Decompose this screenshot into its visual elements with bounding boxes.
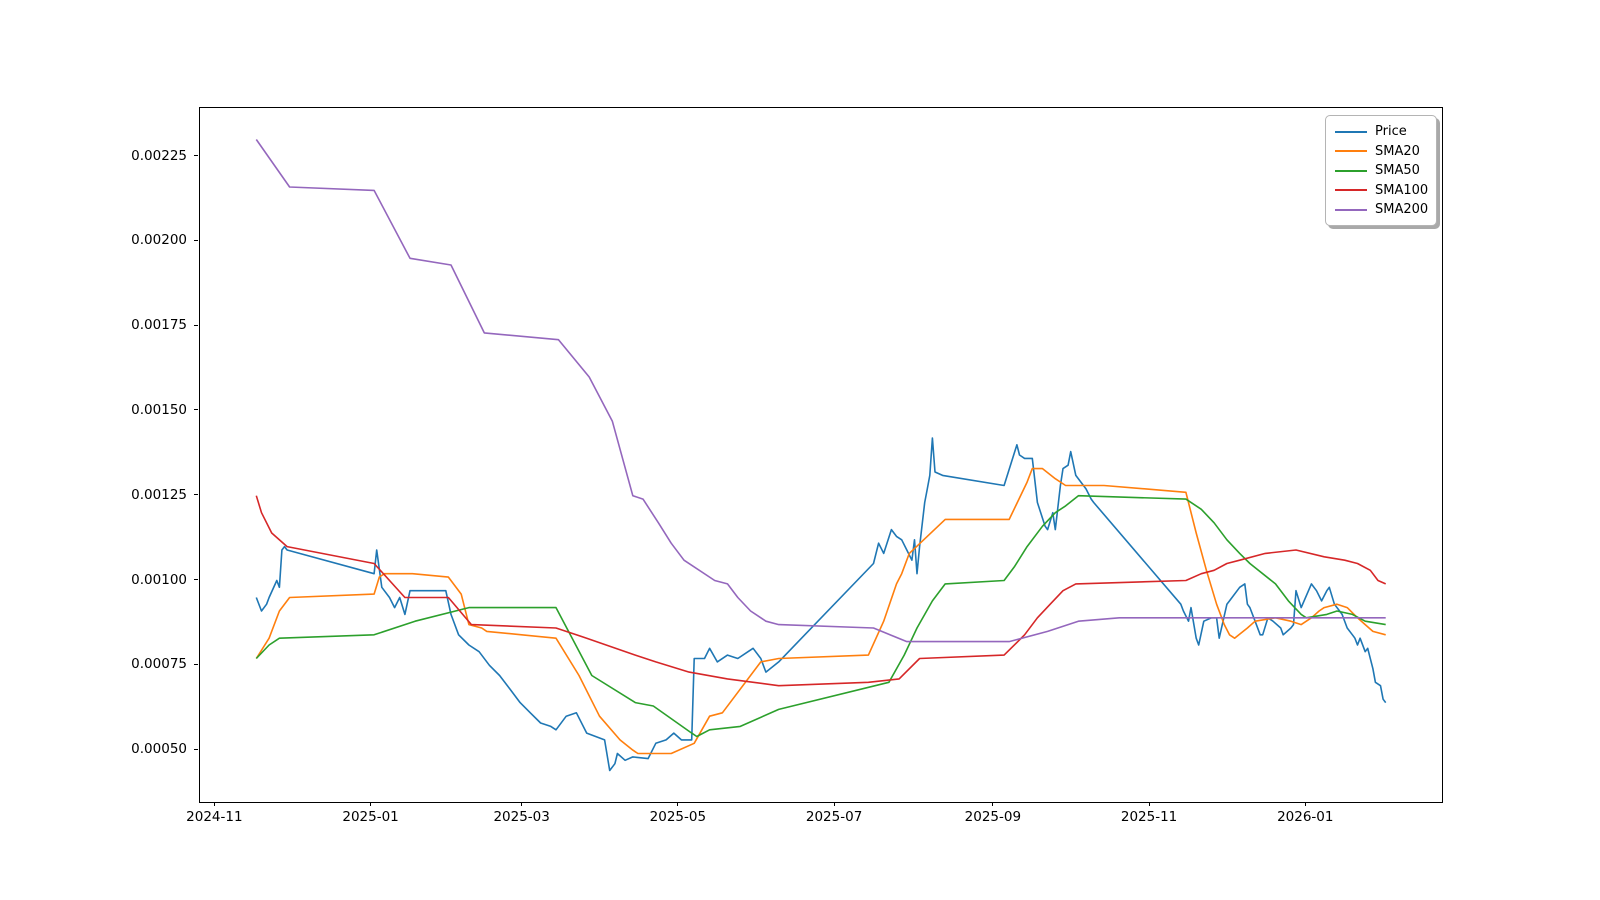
legend-line-sample xyxy=(1335,189,1367,192)
series-line-sma100 xyxy=(255,495,1387,687)
x-tick-label: 2025-11 xyxy=(1120,809,1178,825)
x-tick-mark xyxy=(370,802,372,806)
x-tick-label: 2026-01 xyxy=(1277,809,1334,825)
x-tick-mark xyxy=(677,802,679,806)
x-tick-mark xyxy=(1148,802,1150,806)
legend-row-sma50: SMA50 xyxy=(1335,161,1427,181)
y-tick-label: 0.00075 xyxy=(131,656,187,673)
x-tick-label: 2024-11 xyxy=(186,809,243,825)
series-line-price xyxy=(255,437,1387,772)
series-line-sma200 xyxy=(255,139,1386,643)
legend-line-sample xyxy=(1335,150,1367,153)
y-tick-mark xyxy=(194,155,198,156)
series-line-sma20 xyxy=(255,467,1386,755)
plot-area xyxy=(199,107,1443,803)
legend-line-sample xyxy=(1335,130,1367,133)
series-line-sma50 xyxy=(255,494,1386,738)
legend-label: SMA100 xyxy=(1375,182,1429,198)
y-tick-mark xyxy=(194,748,198,750)
y-tick-mark xyxy=(194,494,198,496)
x-tick-label: 2025-03 xyxy=(493,809,550,825)
legend-row-sma200: SMA200 xyxy=(1335,200,1429,220)
x-tick-mark xyxy=(213,802,215,806)
legend-line-sample xyxy=(1335,169,1367,172)
legend-label: Price xyxy=(1375,124,1407,140)
x-tick-mark xyxy=(833,802,835,806)
y-tick-label: 0.00225 xyxy=(131,147,187,164)
legend-label: SMA20 xyxy=(1375,143,1420,159)
y-tick-mark xyxy=(194,324,198,326)
legend-row-price: Price xyxy=(1335,122,1427,142)
legend-row-sma100: SMA100 xyxy=(1335,181,1429,201)
y-tick-mark xyxy=(194,409,198,411)
x-tick-label: 2025-01 xyxy=(342,809,399,825)
y-tick-mark xyxy=(194,579,198,580)
x-tick-label: 2025-07 xyxy=(805,809,863,825)
legend-row-sma20: SMA20 xyxy=(1335,142,1427,162)
y-tick-label: 0.00050 xyxy=(131,741,187,758)
legend-label: SMA200 xyxy=(1375,202,1429,218)
y-tick-label: 0.00150 xyxy=(131,401,187,418)
y-tick-mark xyxy=(194,239,198,241)
chart-svg xyxy=(255,139,1387,772)
y-tick-label: 0.00175 xyxy=(131,317,187,334)
legend-line-sample xyxy=(1335,208,1367,211)
x-tick-mark xyxy=(1304,802,1306,806)
y-tick-label: 0.00200 xyxy=(131,232,187,249)
x-tick-label: 2025-05 xyxy=(649,809,707,825)
x-tick-mark xyxy=(521,802,523,806)
y-tick-label: 0.00125 xyxy=(131,486,187,503)
x-tick-mark xyxy=(992,802,994,806)
legend: Price SMA20 SMA50 SMA100 SMA200 xyxy=(1325,115,1437,226)
x-tick-label: 2025-09 xyxy=(964,809,1022,825)
y-tick-label: 0.00100 xyxy=(131,571,187,588)
legend-label: SMA50 xyxy=(1375,163,1420,179)
y-tick-mark xyxy=(194,663,198,665)
